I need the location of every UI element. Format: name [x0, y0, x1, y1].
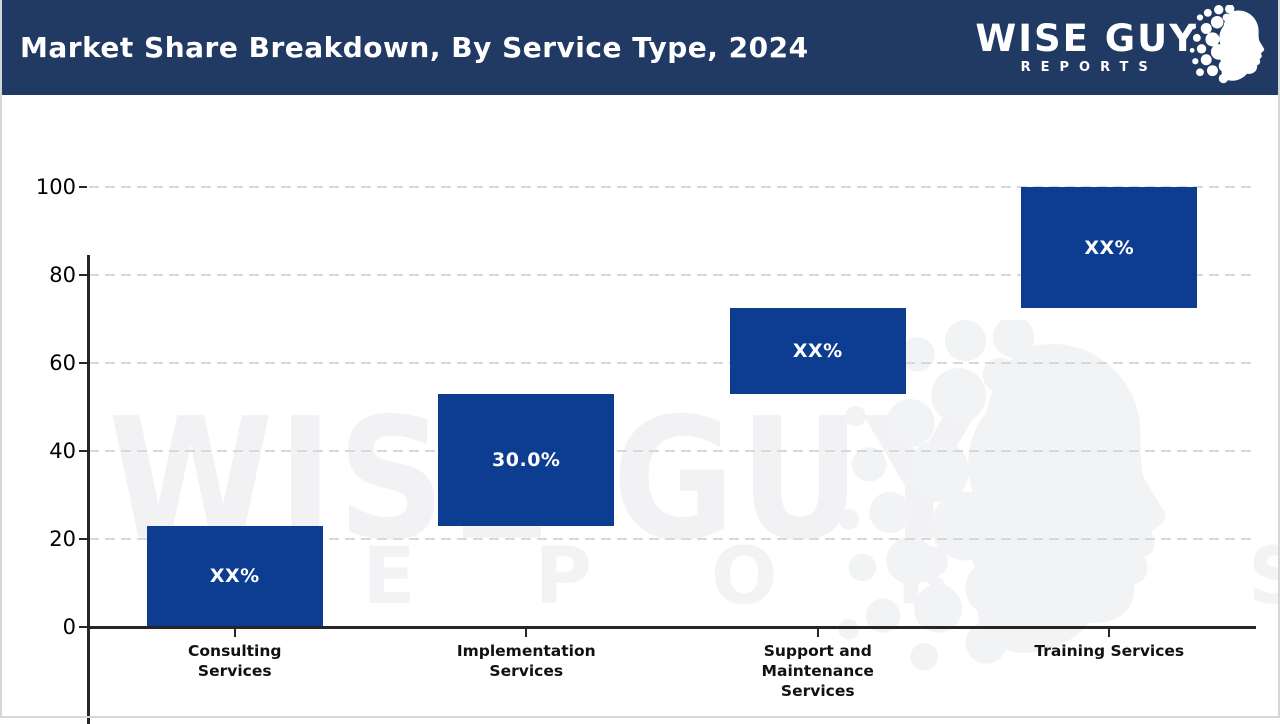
- x-tick-mark: [525, 629, 528, 637]
- y-tick-label: 40: [49, 439, 76, 463]
- bar: 30.0%: [438, 393, 615, 526]
- header: Market Share Breakdown, By Service Type,…: [0, 0, 1280, 95]
- y-tick-label: 60: [49, 351, 76, 375]
- y-axis-spine: [87, 255, 90, 724]
- y-tick-label: 0: [62, 615, 76, 639]
- brand-sub-label: REPORTS: [1020, 59, 1158, 75]
- x-axis-spine: [87, 626, 1256, 629]
- bar-label: XX%: [1084, 236, 1135, 259]
- y-tick-mark: [79, 362, 87, 364]
- x-category-label: Consulting Services: [188, 642, 282, 680]
- x-category-label: Support and Maintenance Services: [761, 642, 874, 700]
- gridline: [89, 186, 1255, 188]
- gridline: [89, 538, 1255, 540]
- brand-logo: WISE GUY REPORTS: [975, 4, 1280, 91]
- y-tick-mark: [79, 626, 87, 628]
- bar-label: XX%: [209, 565, 260, 588]
- dotted-face-icon: [1189, 4, 1265, 83]
- x-category-label: Training Services: [1034, 642, 1185, 660]
- bar: XX%: [1021, 187, 1198, 308]
- bar-label: XX%: [792, 339, 843, 362]
- page-title: Market Share Breakdown, By Service Type,…: [20, 31, 809, 64]
- x-tick-mark: [816, 629, 819, 637]
- bar: XX%: [146, 525, 323, 627]
- x-tick-mark: [1108, 629, 1111, 637]
- gridline: [89, 274, 1255, 276]
- watermark-face-icon: [838, 320, 1166, 671]
- bar-label: 30.0%: [492, 448, 561, 471]
- chart-area: WISE GUY R E P O R T S 0 20 40 60 80 100 XX% Co…: [0, 95, 1280, 724]
- y-tick-mark: [79, 538, 87, 540]
- brand-name-label: WISE GUY: [975, 16, 1198, 60]
- x-category-label: Implementation Services: [456, 642, 596, 680]
- brand-logo-text: WISE GUY REPORTS: [975, 16, 1198, 76]
- y-tick-label: 100: [35, 175, 76, 199]
- y-tick-mark: [79, 450, 87, 452]
- y-tick-label: 20: [49, 527, 76, 551]
- y-tick-label: 80: [49, 263, 76, 287]
- y-tick-mark: [79, 274, 87, 276]
- y-tick-mark: [79, 186, 87, 188]
- bar: XX%: [729, 308, 906, 394]
- gridline: [89, 450, 1255, 452]
- x-tick-mark: [233, 629, 236, 637]
- gridline: [89, 362, 1255, 364]
